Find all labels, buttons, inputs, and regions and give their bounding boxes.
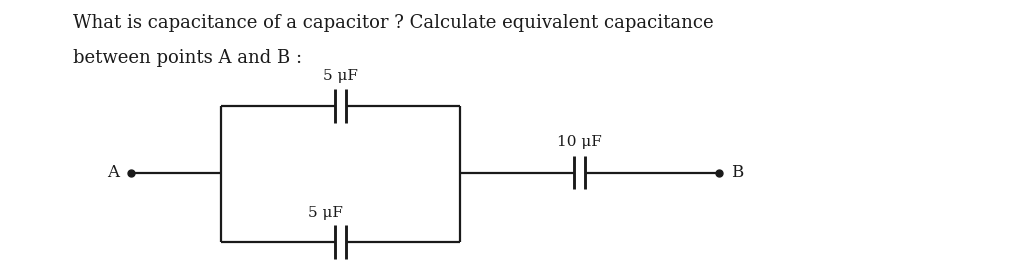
Text: B: B <box>731 164 743 181</box>
Text: 10 μF: 10 μF <box>557 135 602 149</box>
Text: A: A <box>108 164 119 181</box>
Text: 5 μF: 5 μF <box>308 206 343 220</box>
Text: between points A and B :: between points A and B : <box>73 49 302 67</box>
Text: What is capacitance of a capacitor ? Calculate equivalent capacitance: What is capacitance of a capacitor ? Cal… <box>73 14 714 32</box>
Text: 5 μF: 5 μF <box>323 69 358 83</box>
